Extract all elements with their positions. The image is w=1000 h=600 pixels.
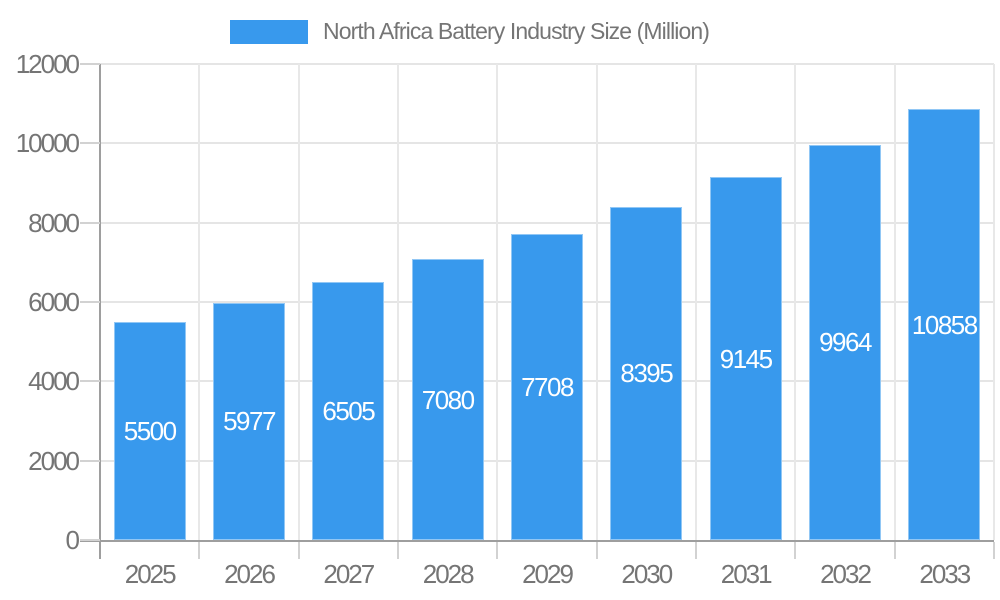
gridline-vertical [397, 64, 399, 540]
x-axis-tick [297, 542, 300, 559]
legend-label: North Africa Battery Industry Size (Mill… [323, 18, 710, 44]
bar[interactable] [908, 109, 981, 540]
x-axis-label: 2029 [522, 559, 574, 589]
bar[interactable] [113, 321, 186, 540]
x-axis-label: 2026 [224, 559, 276, 589]
x-axis-tick [695, 542, 697, 559]
y-axis-label: 8000 [28, 207, 80, 238]
bar[interactable] [511, 234, 583, 540]
y-axis-label: 4000 [28, 366, 80, 397]
y-axis-tick [80, 63, 100, 65]
legend-swatch [230, 19, 308, 44]
x-axis-label: 2031 [720, 559, 773, 589]
gridline-vertical [595, 64, 598, 540]
x-axis-tick [99, 542, 101, 559]
y-axis-tick [80, 539, 100, 541]
gridline-vertical [993, 64, 995, 540]
y-axis-label: 6000 [28, 287, 80, 317]
x-axis-tick [198, 542, 201, 559]
y-axis-tick [80, 301, 100, 303]
y-axis-label: 12000 [15, 49, 80, 79]
x-axis-label: 2028 [422, 559, 475, 589]
x-axis-tick [893, 542, 896, 559]
y-axis-label: 0 [65, 525, 80, 555]
gridline-horizontal [100, 142, 994, 145]
x-axis-label: 2032 [820, 559, 872, 589]
y-axis-label: 2000 [28, 445, 80, 476]
y-axis-tick [80, 142, 100, 145]
gridline-vertical [496, 64, 499, 540]
y-axis-line [99, 64, 101, 540]
gridline-vertical [297, 64, 300, 540]
y-axis-label: 10000 [15, 128, 80, 159]
x-axis-tick [993, 542, 995, 559]
bar[interactable] [312, 281, 385, 540]
plot-area: 5500 5977 6505 7080 7708 8395 9145 9964 10858 [100, 63, 995, 540]
bar[interactable] [213, 302, 285, 540]
x-axis-line [80, 540, 994, 542]
x-axis-tick [794, 542, 797, 559]
x-axis-tick [595, 542, 598, 559]
x-axis-label: 2025 [124, 559, 177, 589]
bar[interactable] [809, 144, 881, 540]
gridline-vertical [794, 64, 797, 540]
bar[interactable] [610, 206, 683, 540]
y-axis-tick [80, 221, 100, 224]
x-axis-tick [397, 542, 399, 559]
bar[interactable] [709, 177, 782, 540]
bar[interactable] [411, 259, 484, 540]
gridline-vertical [695, 64, 697, 540]
gridline-vertical [893, 64, 896, 540]
x-axis-label: 2033 [919, 559, 971, 589]
x-axis-tick [496, 542, 499, 559]
gridline-horizontal [100, 63, 994, 65]
y-axis-tick [80, 380, 100, 383]
x-axis-label: 2030 [621, 559, 673, 589]
gridline-vertical [198, 64, 201, 540]
x-axis-label: 2027 [323, 559, 375, 589]
y-axis-tick [80, 459, 100, 462]
gridline-horizontal [100, 221, 994, 224]
legend[interactable]: North Africa Battery Industry Size (Mill… [230, 18, 710, 45]
